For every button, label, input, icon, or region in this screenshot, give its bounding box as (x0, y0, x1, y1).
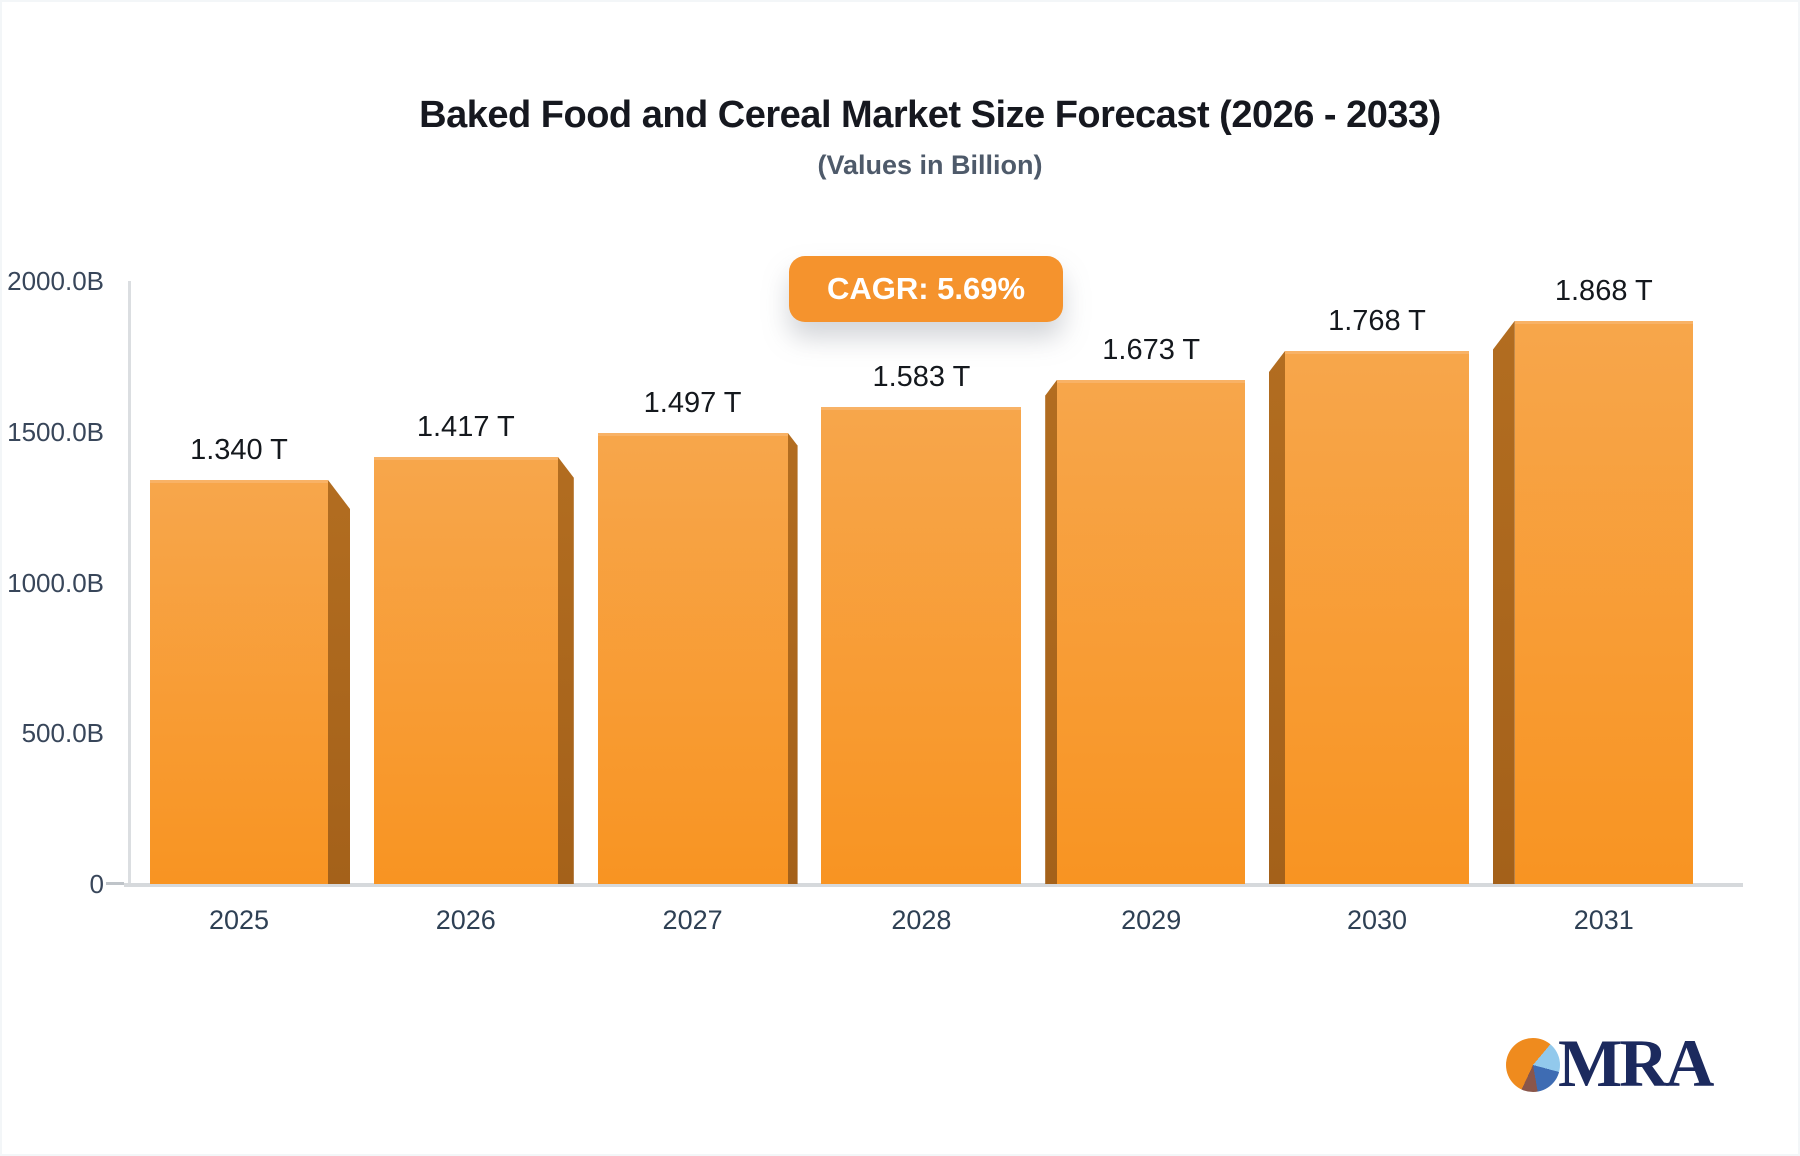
bar-value-label: 1.417 T (416, 410, 515, 443)
bar (1057, 379, 1246, 884)
y-tick-label: 1000.0B (7, 567, 104, 598)
bar-value-label: 1.768 T (1328, 304, 1426, 337)
bar-side-3d (557, 456, 574, 884)
x-axis-line (124, 883, 1743, 887)
mra-logo: MRA (1504, 1025, 1764, 1108)
cagr-badge: CAGR: 5.69% (789, 256, 1063, 322)
logo-pie-icon (1506, 1038, 1560, 1092)
y-axis-line (128, 281, 131, 887)
bar-value-label: 1.497 T (643, 386, 742, 419)
y-tick-label: 0 (89, 869, 104, 899)
bar-value-label: 1.868 T (1554, 274, 1653, 307)
y-tick-label: 1500.0B (7, 416, 104, 447)
bar (821, 406, 1022, 884)
bar-value-label: 1.673 T (1102, 333, 1201, 366)
x-tick-label: 2026 (435, 905, 496, 935)
bar-side-3d (1045, 379, 1058, 884)
bar-value-label: 1.583 T (872, 360, 971, 393)
logo-text: MRA (1558, 1025, 1714, 1101)
x-tick-label: 2029 (1121, 905, 1182, 935)
bar (597, 432, 788, 884)
bar (373, 456, 558, 884)
cagr-badge-label: CAGR: 5.69% (826, 271, 1026, 306)
bar-side-3d (328, 479, 350, 884)
bar-side-3d (787, 432, 798, 884)
x-tick-label: 2025 (208, 905, 270, 935)
bar (150, 479, 328, 884)
x-tick-label: 2027 (662, 905, 723, 935)
x-tick-label: 2030 (1346, 905, 1408, 935)
chart-title: Baked Food and Cereal Market Size Foreca… (419, 94, 1441, 136)
zero-tick-dash (106, 882, 124, 885)
bar (1514, 320, 1693, 884)
x-tick-label: 2028 (891, 905, 952, 935)
y-tick-label: 2000.0B (7, 266, 104, 296)
chart-subtitle: (Values in Billion) (817, 150, 1043, 180)
bar-side-3d (1269, 350, 1285, 884)
x-tick-label: 2031 (1573, 905, 1634, 935)
bar-value-label: 1.340 T (190, 433, 288, 466)
bar (1285, 350, 1469, 884)
y-tick-label: 500.0B (21, 718, 104, 749)
bar-side-3d (1492, 320, 1515, 884)
